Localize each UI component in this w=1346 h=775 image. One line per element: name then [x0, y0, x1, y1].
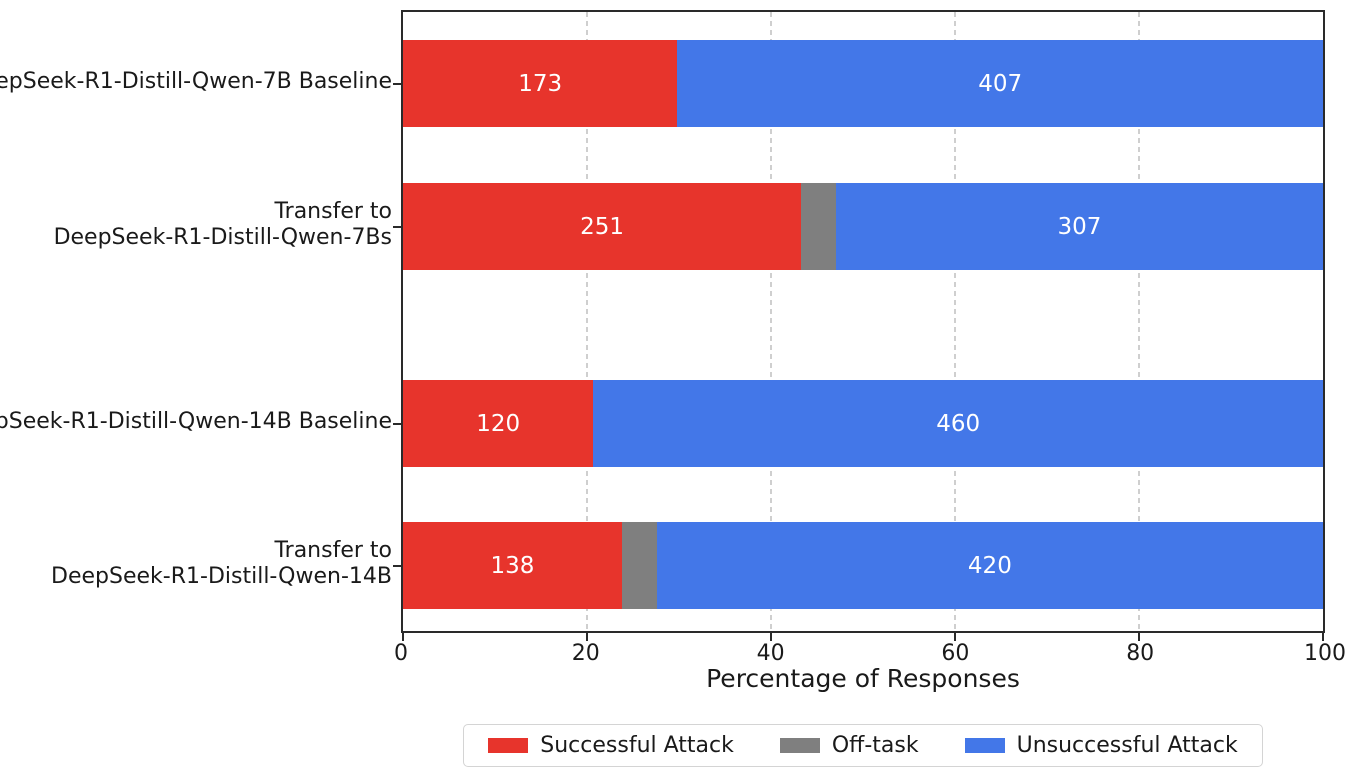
x-tick-label: 80: [1126, 641, 1155, 666]
x-tick-mark: [1138, 633, 1140, 641]
bar-row: 173 407: [403, 40, 1323, 127]
x-tick-label: 20: [571, 641, 600, 666]
plot-area: 173 407 251 307 120 460 138 420: [393, 10, 1325, 641]
x-tick-label: 0: [394, 641, 408, 666]
bar-value-label: 251: [580, 213, 625, 240]
legend-item-off-task: Off-task: [779, 733, 919, 758]
x-tick-mark: [402, 633, 404, 641]
gridline: [770, 12, 772, 631]
bar-segment-off-task: [621, 522, 657, 609]
bar-segment-unsuccessful-attack: 460: [593, 380, 1323, 467]
y-axis-label: DeepSeek-R1-Distill-Qwen-7B Baseline: [0, 38, 392, 125]
bar-segment-off-task: [801, 183, 837, 270]
y-axis-labels: DeepSeek-R1-Distill-Qwen-7B Baseline Tran…: [0, 10, 392, 633]
bar-segment-successful-attack: 251: [403, 183, 802, 270]
bar-value-label: 173: [518, 70, 563, 97]
bar-segment-successful-attack: 138: [403, 522, 622, 609]
y-tick-mark: [393, 564, 401, 567]
bar-value-label: 307: [1057, 213, 1102, 240]
x-tick-label: 60: [941, 641, 970, 666]
bar-value-label: 120: [476, 410, 521, 437]
x-tick-label: 40: [756, 641, 785, 666]
legend-label: Unsuccessful Attack: [1016, 733, 1238, 758]
bar-row: 138 420: [403, 522, 1323, 609]
bar-segment-unsuccessful-attack: 307: [836, 183, 1323, 270]
x-tick-mark: [954, 633, 956, 641]
y-axis-label: Transfer to DeepSeek-R1-Distill-Qwen-7Bs: [0, 181, 392, 268]
y-tick-mark: [393, 422, 401, 425]
y-axis-label-line: Transfer to: [274, 538, 392, 564]
bar-segment-unsuccessful-attack: 407: [677, 40, 1323, 127]
x-axis-title: Percentage of Responses: [706, 664, 1020, 693]
y-axis-label-line: DeepSeek-R1-Distill-Qwen-14B Baseline: [0, 408, 392, 434]
y-axis-label: DeepSeek-R1-Distill-Qwen-14B Baseline: [0, 378, 392, 465]
bar-segment-unsuccessful-attack: 420: [656, 522, 1323, 609]
legend-label: Off-task: [831, 733, 919, 758]
y-axis-label-line: DeepSeek-R1-Distill-Qwen-7Bs: [53, 224, 392, 250]
x-tick-label: 100: [1304, 641, 1346, 666]
bar-value-label: 420: [967, 552, 1012, 579]
bar-row: 251 307: [403, 183, 1323, 270]
legend-item-unsuccessful-attack: Unsuccessful Attack: [964, 733, 1238, 758]
y-tick-mark: [393, 225, 401, 228]
y-axis-label-line: DeepSeek-R1-Distill-Qwen-7B Baseline: [0, 68, 392, 94]
y-tick-mark: [393, 82, 401, 85]
x-tick-mark: [1322, 633, 1324, 641]
y-axis-label-line: DeepSeek-R1-Distill-Qwen-14B: [51, 563, 392, 589]
gridline: [1138, 12, 1140, 631]
gridline: [954, 12, 956, 631]
legend-label: Successful Attack: [540, 733, 734, 758]
y-axis-label-line: Transfer to: [274, 199, 392, 225]
legend: Successful Attack Off-task Unsuccessful At…: [401, 724, 1325, 767]
x-tick-labels: 0 20 40 60 80 100: [394, 641, 1346, 667]
legend-items: Successful Attack Off-task Unsuccessful At…: [463, 724, 1263, 767]
legend-swatch-successful-attack: [488, 738, 529, 753]
bar-row: 120 460: [403, 380, 1323, 467]
gridline: [586, 12, 588, 631]
bar-value-label: 138: [490, 552, 535, 579]
bar-segment-successful-attack: 173: [403, 40, 678, 127]
legend-swatch-unsuccessful-attack: [964, 738, 1005, 753]
x-tick-mark: [586, 633, 588, 641]
y-axis-label: Transfer to DeepSeek-R1-Distill-Qwen-14B: [0, 520, 392, 607]
legend-item-successful-attack: Successful Attack: [488, 733, 734, 758]
bar-value-label: 407: [978, 70, 1023, 97]
bar-value-label: 460: [936, 410, 981, 437]
legend-swatch-off-task: [779, 738, 820, 753]
bar-segment-successful-attack: 120: [403, 380, 594, 467]
x-tick-mark: [770, 633, 772, 641]
